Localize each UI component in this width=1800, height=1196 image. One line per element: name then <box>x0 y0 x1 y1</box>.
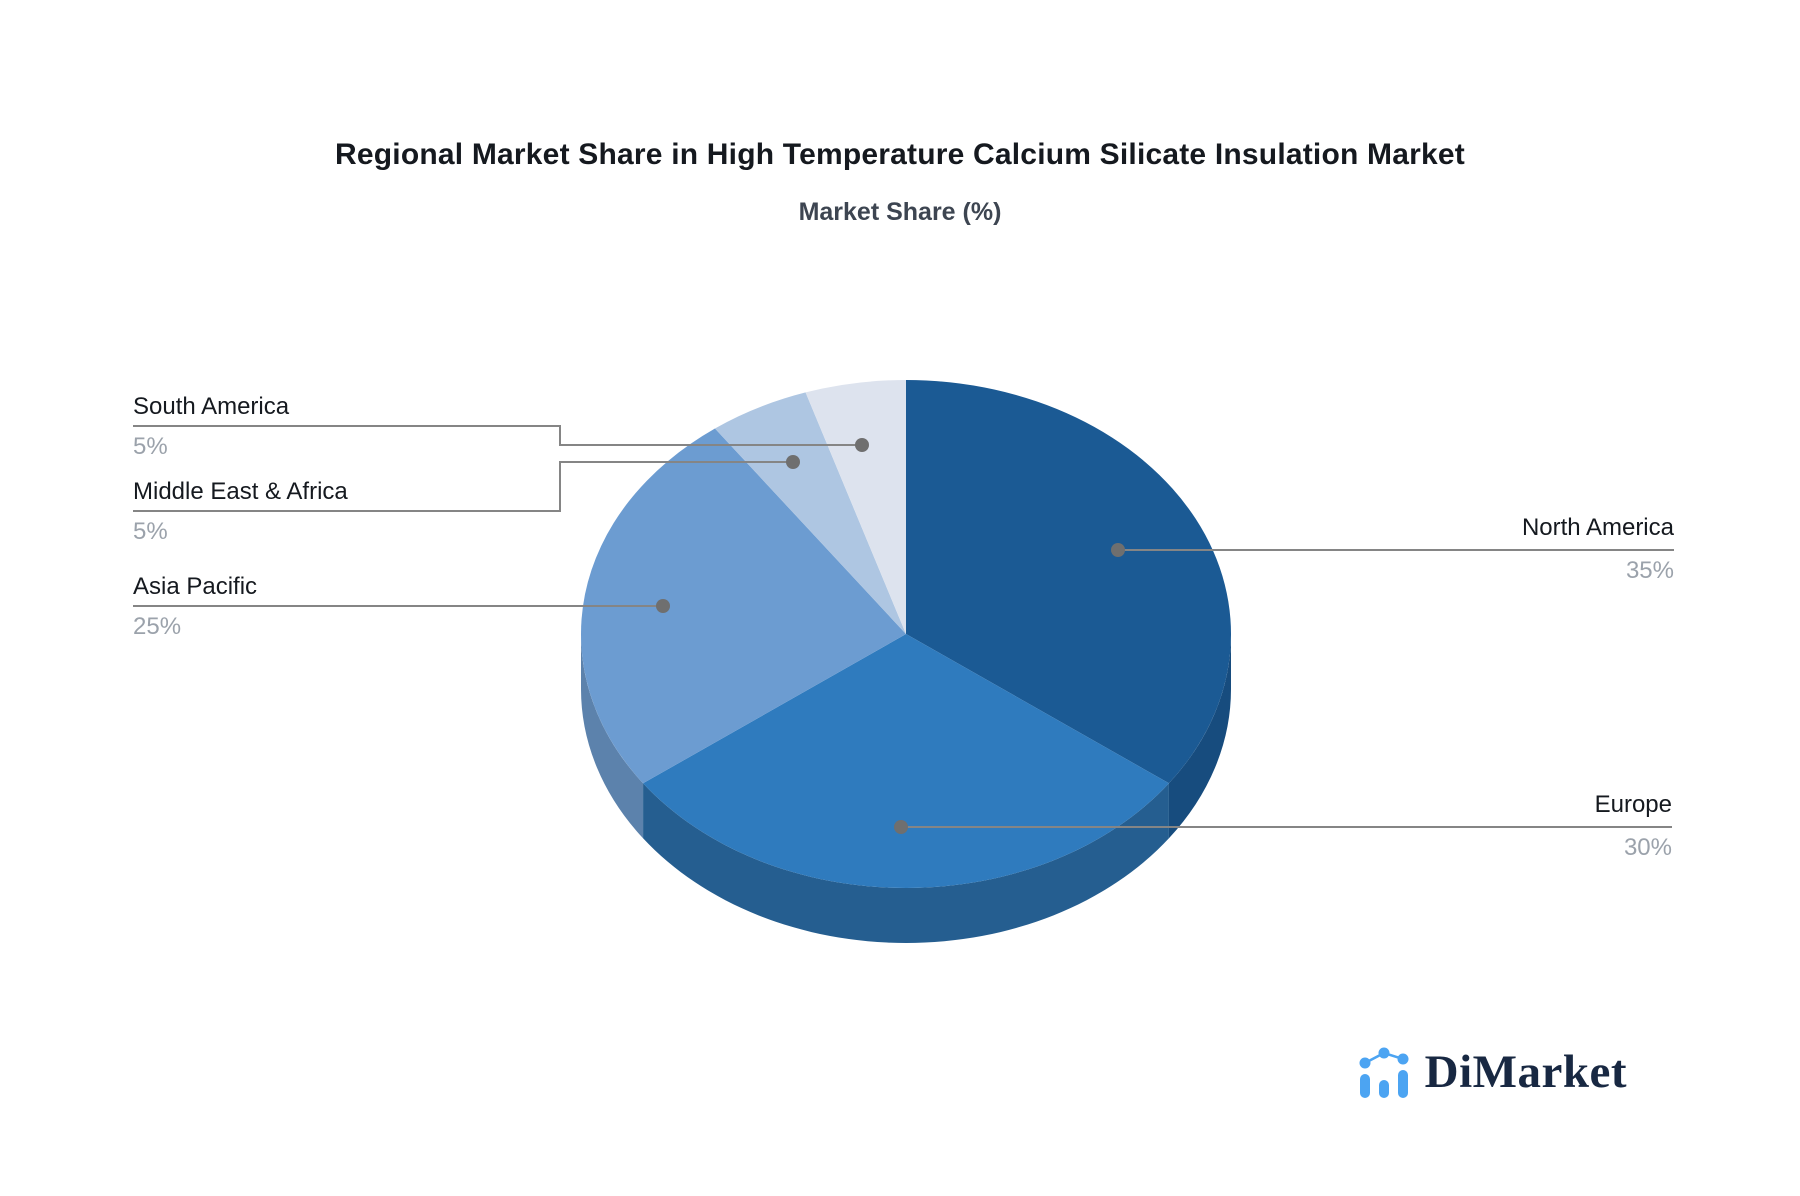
callout-label-north-america: North America <box>1521 514 1674 541</box>
leader-dot-middle-east-africa <box>786 455 800 469</box>
pie-slice-middle-east-africa[interactable] <box>714 392 906 634</box>
pie-slice-europe[interactable] <box>643 634 1169 888</box>
callout-pct-middle-east-africa: 5% <box>133 518 168 545</box>
pie-slice-south-america[interactable] <box>805 380 906 634</box>
brand-logo: DiMarket <box>1358 1042 1627 1102</box>
chart-title: Regional Market Share in High Temperatur… <box>335 138 1465 171</box>
callout-label-middle-east-africa: Middle East & Africa <box>133 478 348 505</box>
callout-label-asia-pacific: Asia Pacific <box>133 573 258 600</box>
pie-slice-asia-pacific[interactable] <box>581 428 906 784</box>
callout-label-europe: Europe <box>1594 791 1672 818</box>
pie-slice-side-asia-pacific <box>581 634 644 839</box>
leader-dot-asia-pacific <box>656 599 670 613</box>
dimarket-logo-icon <box>1359 1047 1409 1098</box>
pie-slice-north-america[interactable] <box>906 380 1231 784</box>
callout-pct-north-america: 35% <box>1625 557 1674 584</box>
leader-dot-north-america <box>1111 543 1125 557</box>
pie-slice-side-europe <box>643 783 1169 943</box>
callout-pct-europe: 30% <box>1623 834 1672 861</box>
leader-dot-europe <box>894 820 908 834</box>
callout-pct-south-america: 5% <box>133 433 168 460</box>
brand-logo-text: DiMarket <box>1424 1046 1627 1098</box>
callout-pct-asia-pacific: 25% <box>133 613 182 640</box>
leader-line-south-america <box>133 425 862 446</box>
chart-subtitle: Market Share (%) <box>798 198 1002 226</box>
pie-slice-side-north-america <box>1168 634 1231 839</box>
leader-dot-south-america <box>855 438 869 452</box>
leader-line-middle-east-africa <box>133 461 793 512</box>
callout-label-south-america: South America <box>133 393 290 420</box>
